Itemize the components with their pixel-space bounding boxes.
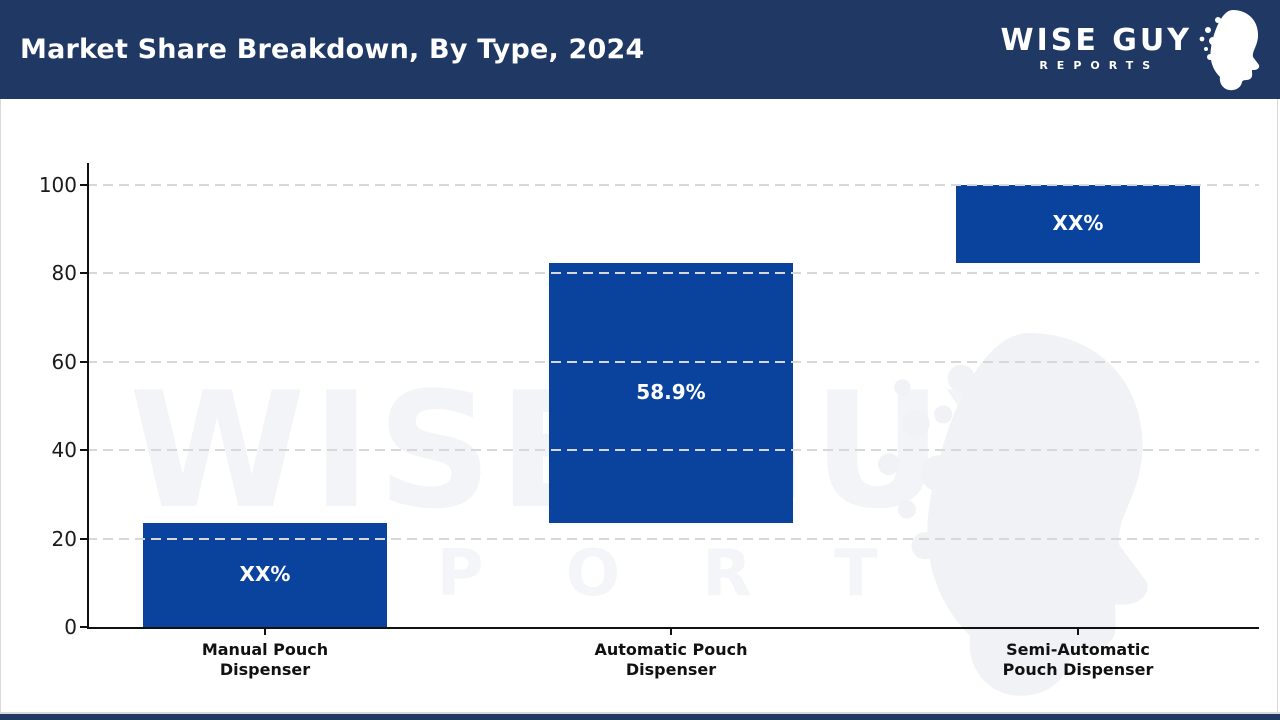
wiseguy-face-icon: [1199, 9, 1260, 90]
chart-area: WISE GUY R E P O R T S 020406080100XX%58…: [0, 99, 1278, 712]
x-category-label: Manual Pouch Dispenser: [115, 640, 415, 680]
footer-bar: [0, 714, 1280, 720]
x-category-line1: Automatic Pouch: [594, 640, 748, 659]
y-tick-label: 0: [64, 615, 77, 639]
y-tick-label: 20: [51, 526, 77, 551]
x-category-line1: Semi-Automatic: [1006, 640, 1150, 659]
y-gridline: [87, 449, 1259, 452]
x-category-line1: Manual Pouch: [201, 640, 329, 659]
logo-wordmark: WISE GUY: [1000, 23, 1192, 58]
y-tick-label: 40: [51, 438, 77, 463]
header-bar: Market Share Breakdown, By Type, 2024 WI…: [0, 0, 1280, 99]
x-tick-mark: [264, 627, 266, 635]
y-tick-label: 60: [51, 349, 77, 374]
bar-value-label: XX%: [1052, 210, 1104, 235]
x-tick-mark: [670, 627, 672, 635]
wiseguy-logo-text: WISE GUY REPORTS: [1000, 26, 1192, 73]
x-category-line2: Dispenser: [625, 660, 717, 679]
bar-segment: [956, 185, 1200, 263]
logo-subtitle: REPORTS: [1039, 59, 1160, 72]
bar-segment: [549, 262, 793, 524]
y-gridline: [87, 184, 1259, 186]
y-gridline: [87, 360, 1259, 363]
bar-value-label: XX%: [239, 562, 291, 587]
footer-divider: [0, 712, 1280, 714]
x-category-label: Semi-Automatic Pouch Dispenser: [928, 640, 1228, 680]
y-tick-mark: [80, 272, 87, 275]
y-gridline: [87, 272, 1259, 275]
bar-value-label: 58.9%: [636, 379, 706, 404]
x-category-line2: Dispenser: [219, 660, 311, 679]
y-axis-line: [87, 163, 89, 629]
wiseguy-logo: WISE GUY REPORTS: [1000, 8, 1262, 92]
x-category-line2: Pouch Dispenser: [1002, 660, 1154, 679]
y-tick-mark: [80, 626, 87, 628]
y-tick-mark: [80, 449, 87, 452]
bar-segment: [143, 523, 387, 627]
watermark-face-icon: [878, 333, 1148, 696]
y-tick-label: 100: [38, 173, 77, 197]
y-gridline: [87, 537, 1259, 540]
y-tick-mark: [80, 184, 87, 186]
x-category-label: Automatic Pouch Dispenser: [521, 640, 821, 680]
chart-title: Market Share Breakdown, By Type, 2024: [20, 34, 645, 65]
y-tick-label: 80: [51, 261, 77, 286]
x-tick-mark: [1077, 627, 1079, 635]
x-axis-line: [87, 627, 1259, 629]
y-tick-mark: [80, 537, 87, 540]
y-tick-mark: [80, 360, 87, 363]
